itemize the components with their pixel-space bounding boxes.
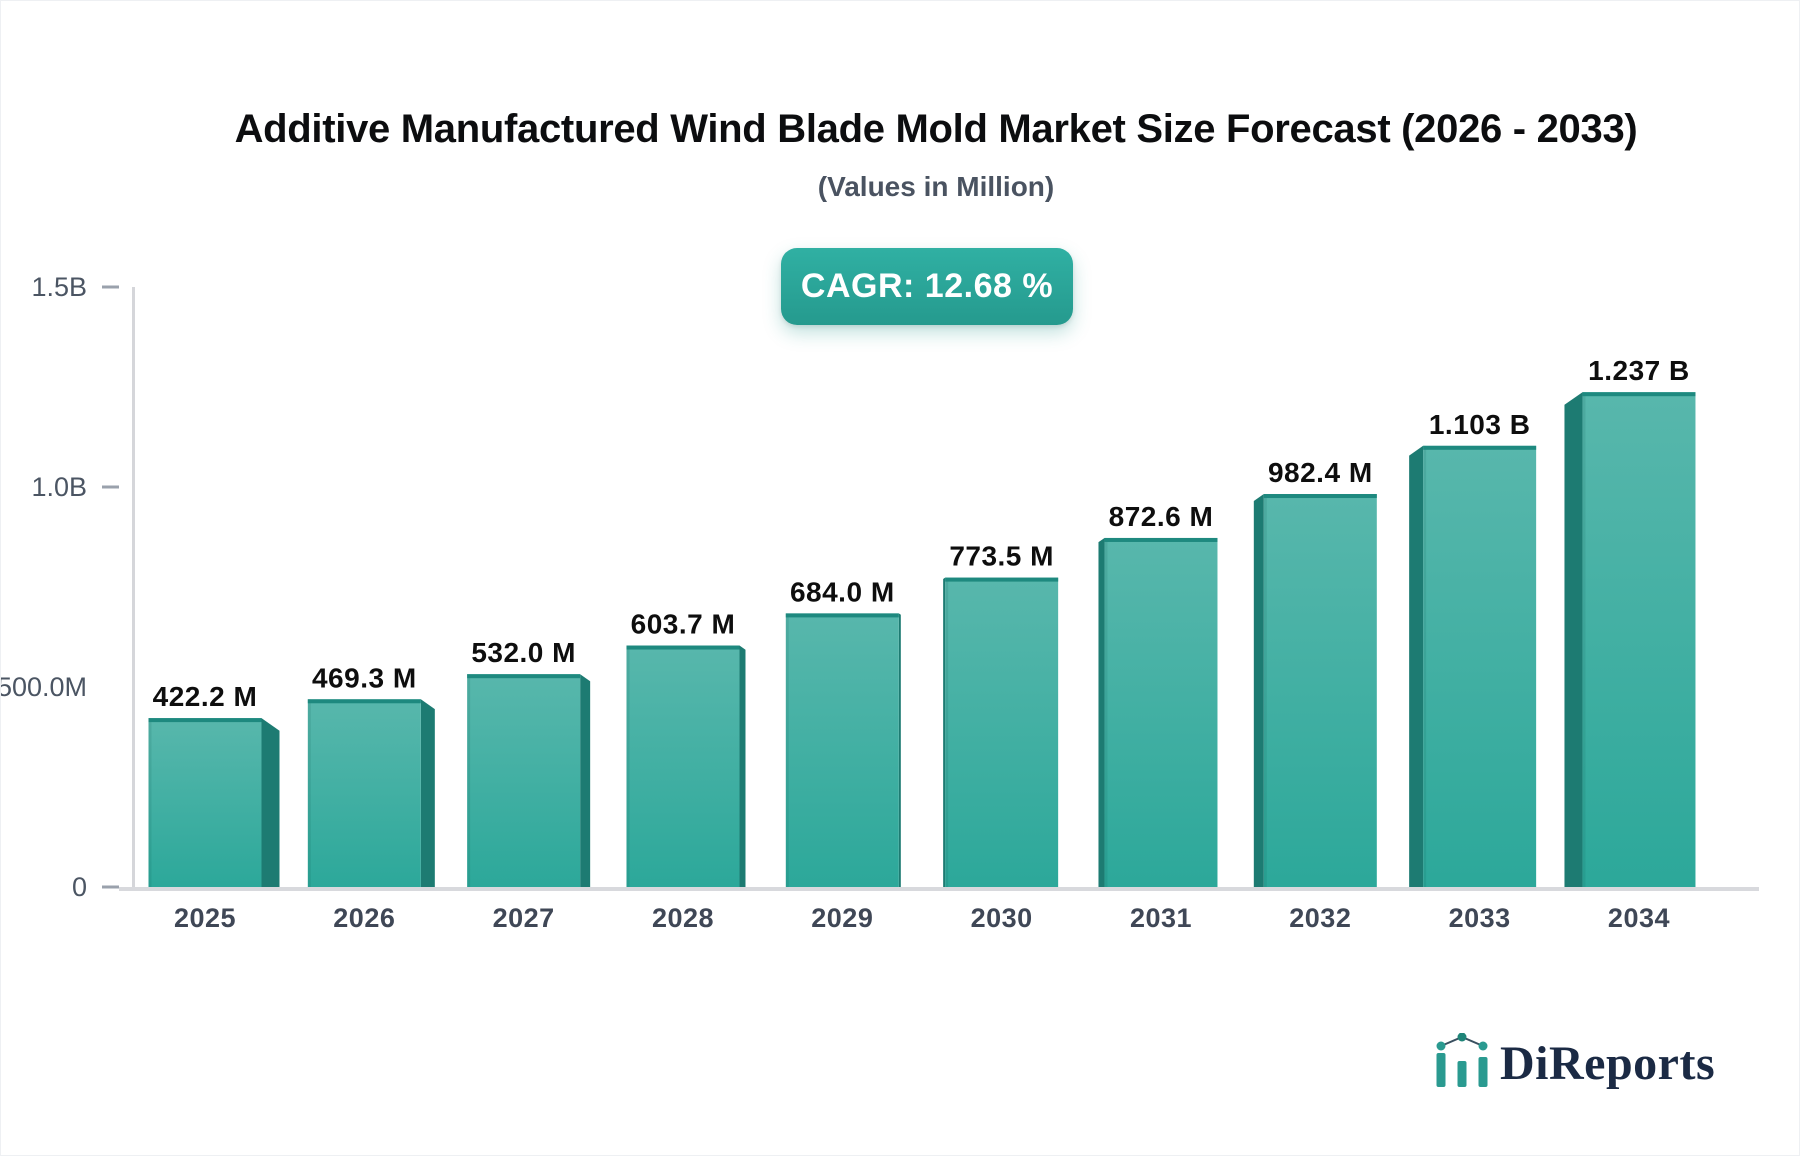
bar-side-face-2032 [1253, 494, 1264, 887]
logo-dot [1478, 1041, 1488, 1051]
bar-2033 [1423, 445, 1537, 887]
x-tick-label: 2033 [1449, 903, 1511, 933]
bar-edge-shade [945, 577, 949, 887]
y-tick-dash [102, 485, 119, 489]
chart-title: Additive Manufactured Wind Blade Mold Ma… [234, 107, 1638, 151]
bar-value-label: 1.237 B [1588, 355, 1690, 386]
y-tick-label: 1.5B [31, 272, 87, 302]
bar-2034 [1582, 392, 1696, 887]
bar-value-label: 872.6 M [1109, 501, 1214, 532]
y-tick-label: 500.0M [1, 672, 87, 702]
y-tick-dash [102, 885, 119, 889]
bar-2028 [626, 645, 740, 887]
bar-side-face-2025 [261, 718, 280, 887]
bar-top-edge [467, 674, 581, 679]
x-tick-label: 2030 [971, 903, 1033, 933]
bar-top-edge [1263, 494, 1377, 499]
bar-value-label: 1.103 B [1429, 409, 1531, 440]
y-tick-label: 1.0B [31, 472, 87, 502]
bar-top-edge [785, 613, 899, 618]
bar-value-label: 684.0 M [790, 576, 895, 607]
logo-bar [1478, 1057, 1488, 1087]
bar-side-face-2027 [580, 674, 591, 887]
x-tick-label: 2025 [174, 903, 236, 933]
bar-side-face-2030 [943, 577, 946, 887]
cagr-badge-label: CAGR: 12.68 % [800, 267, 1054, 305]
bar-value-label: 603.7 M [631, 609, 736, 640]
bar-edge-shade [626, 645, 630, 887]
cagr-badge: CAGR: 12.68 % [781, 248, 1073, 325]
bar-2030 [945, 577, 1059, 887]
bar-value-label: 422.2 M [153, 681, 258, 712]
bar-top-edge [945, 577, 1059, 582]
x-axis-baseline [119, 887, 1759, 891]
bar-side-face-2031 [1098, 537, 1105, 887]
x-tick-label: 2026 [333, 903, 395, 933]
y-axis-line [132, 287, 135, 891]
bar-value-label: 982.4 M [1268, 457, 1373, 488]
bar-side-face-2029 [898, 613, 901, 887]
bar-top-edge [1423, 445, 1537, 450]
bar-value-label: 469.3 M [312, 662, 417, 693]
bar-side-face-2033 [1409, 445, 1424, 887]
bar-edge-shade [1423, 445, 1427, 887]
logo-bar [1457, 1061, 1467, 1087]
logo-dot [1436, 1041, 1446, 1051]
bar-edge-shade [1263, 494, 1267, 887]
bar-value-label: 532.0 M [471, 637, 576, 668]
bar-2032 [1263, 494, 1377, 887]
bar-top-edge [626, 645, 740, 650]
bar-2026 [307, 699, 421, 887]
bar-2025 [148, 718, 262, 887]
bar-top-edge [1582, 392, 1696, 397]
bar-side-face-2028 [739, 645, 746, 887]
x-tick-label: 2034 [1608, 903, 1670, 933]
x-tick-label: 2029 [811, 903, 873, 933]
logo-dot [1457, 1033, 1467, 1042]
x-tick-label: 2028 [652, 903, 714, 933]
x-tick-label: 2027 [493, 903, 555, 933]
bar-side-face-2026 [420, 699, 435, 887]
bar-2027 [467, 674, 581, 887]
bar-value-label: 773.5 M [949, 541, 1054, 572]
x-tick-label: 2032 [1289, 903, 1351, 933]
bar-edge-shade [1104, 537, 1108, 887]
brand-logo-icon [1436, 1033, 1488, 1087]
logo-bar [1436, 1053, 1446, 1087]
x-tick-label: 2031 [1130, 903, 1192, 933]
bar-edge-shade [785, 613, 789, 887]
bar-edge-shade [467, 674, 471, 887]
bar-2029 [785, 613, 899, 887]
bar-top-edge [148, 718, 262, 723]
bar-top-edge [307, 699, 421, 704]
bar-side-face-2034 [1564, 392, 1583, 887]
bar-edge-shade [148, 718, 152, 887]
brand-logo-text: DiReports [1500, 1036, 1716, 1090]
y-tick-label: 0 [72, 872, 87, 902]
brand-logo: DiReports [1433, 1033, 1715, 1087]
bar-edge-shade [307, 699, 311, 887]
bar-edge-shade [1582, 392, 1586, 887]
bar-2031 [1104, 537, 1218, 887]
bar-top-edge [1104, 537, 1218, 542]
chart-subtitle: (Values in Million) [817, 171, 1055, 202]
y-tick-dash [102, 285, 119, 289]
